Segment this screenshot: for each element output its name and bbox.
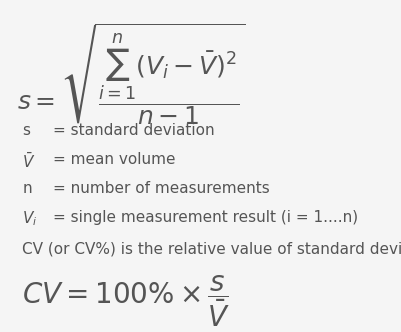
- Text: s: s: [22, 123, 30, 138]
- Text: = single measurement result (i = 1....n): = single measurement result (i = 1....n): [53, 209, 358, 225]
- Text: = number of measurements: = number of measurements: [53, 181, 270, 196]
- Text: = standard deviation: = standard deviation: [53, 123, 215, 138]
- Text: n: n: [22, 181, 32, 196]
- Text: $s = \sqrt{\dfrac{\sum_{i=1}^{n}(V_i - \bar{V})^2}{n-1}}$: $s = \sqrt{\dfrac{\sum_{i=1}^{n}(V_i - \…: [17, 22, 246, 128]
- Text: = mean volume: = mean volume: [53, 152, 176, 167]
- Text: $V_i$: $V_i$: [22, 209, 38, 228]
- Text: $\bar{V}$: $\bar{V}$: [22, 152, 36, 171]
- Text: CV (or CV%) is the relative value of standard deviation.: CV (or CV%) is the relative value of sta…: [22, 241, 401, 256]
- Text: $CV = 100\% \times \dfrac{s}{\bar{V}}$: $CV = 100\% \times \dfrac{s}{\bar{V}}$: [22, 273, 231, 329]
